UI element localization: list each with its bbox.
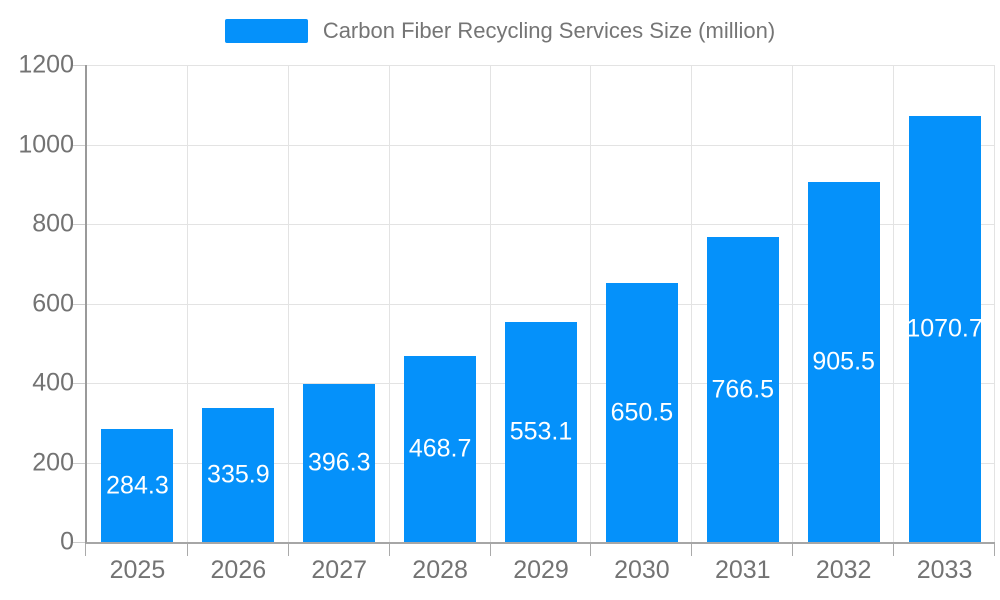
y-axis-tick-label: 800	[32, 209, 74, 238]
x-axis-tick	[590, 544, 592, 556]
legend-label: Carbon Fiber Recycling Services Size (mi…	[322, 18, 776, 43]
bar-value-label: 905.5	[812, 347, 875, 376]
x-axis-tick-label: 2031	[714, 556, 771, 584]
x-gridline	[590, 65, 592, 542]
bar-2025: 284.3	[101, 429, 174, 542]
x-gridline	[287, 65, 289, 542]
x-axis-tick	[388, 544, 390, 556]
plot-area: 0 200 400 600 800 1000 1200 2025 284.3 2026 335.9 2…	[18, 52, 995, 583]
bar-value-label: 468.7	[408, 434, 472, 463]
x-axis-tick-label: 2027	[311, 556, 368, 584]
y-axis-tick	[73, 224, 85, 225]
y-gridline	[87, 224, 995, 225]
bar-2030: 650.5	[605, 283, 678, 542]
x-gridline	[792, 65, 794, 542]
bar-value-label: 284.3	[106, 471, 169, 499]
y-axis-tick	[73, 65, 85, 66]
y-gridline	[87, 144, 995, 146]
y-axis-tick-label: 200	[32, 448, 74, 476]
bar-value-label: 396.3	[307, 448, 371, 477]
x-axis-tick-label: 2029	[513, 556, 569, 584]
y-axis-tick	[73, 462, 85, 464]
x-axis-tick-label: 2028	[412, 556, 468, 584]
y-axis-tick	[73, 144, 85, 146]
bar-value-label: 335.9	[207, 460, 270, 489]
x-gridline	[691, 65, 693, 542]
x-axis-tick	[287, 544, 289, 556]
y-gridline	[87, 303, 995, 305]
x-axis-tick	[186, 544, 188, 556]
bar-2027: 396.3	[303, 384, 376, 542]
legend-swatch-icon	[224, 19, 308, 43]
x-axis-tick	[489, 544, 491, 556]
bar-value-label: 766.5	[711, 375, 775, 404]
bar-2032: 905.5	[807, 182, 880, 542]
bar-value-label: 1070.7	[906, 314, 983, 343]
x-axis-tick-label: 2033	[916, 556, 973, 584]
x-axis-tick	[792, 544, 794, 556]
x-axis-tick-label: 2025	[109, 556, 166, 584]
y-axis-tick-label: 600	[32, 289, 74, 317]
bar-2028: 468.7	[404, 355, 477, 542]
bar-2029: 553.1	[505, 322, 577, 542]
x-axis-tick-label: 2032	[815, 556, 872, 584]
y-axis-tick	[73, 303, 85, 305]
x-gridline	[186, 65, 188, 542]
y-axis-tick	[73, 542, 85, 543]
y-axis-tick-label: 0	[60, 527, 74, 556]
bar-2026: 335.9	[202, 408, 275, 542]
y-axis-tick-label: 1200	[18, 50, 74, 79]
bar-2033: 1070.7	[906, 116, 983, 542]
x-gridline	[388, 65, 390, 542]
y-axis-tick-label: 1000	[18, 130, 74, 158]
x-axis-tick-label: 2026	[210, 556, 267, 584]
x-axis-tick	[893, 544, 895, 556]
x-axis-tick	[85, 544, 86, 556]
bar-value-label: 553.1	[509, 417, 573, 446]
x-axis-tick	[691, 544, 693, 556]
y-axis-tick-label: 400	[32, 368, 74, 397]
legend-item[interactable]: Carbon Fiber Recycling Services Size (mi…	[0, 18, 1000, 44]
x-gridline	[489, 65, 491, 542]
y-gridline	[87, 65, 995, 66]
x-axis-tick	[994, 544, 995, 556]
x-gridline	[893, 65, 895, 542]
y-axis-tick	[73, 383, 85, 384]
bar-value-label: 650.5	[610, 398, 674, 427]
bar-2031: 766.5	[706, 237, 779, 542]
x-axis-tick-label: 2030	[614, 556, 670, 584]
x-gridline	[994, 65, 995, 542]
